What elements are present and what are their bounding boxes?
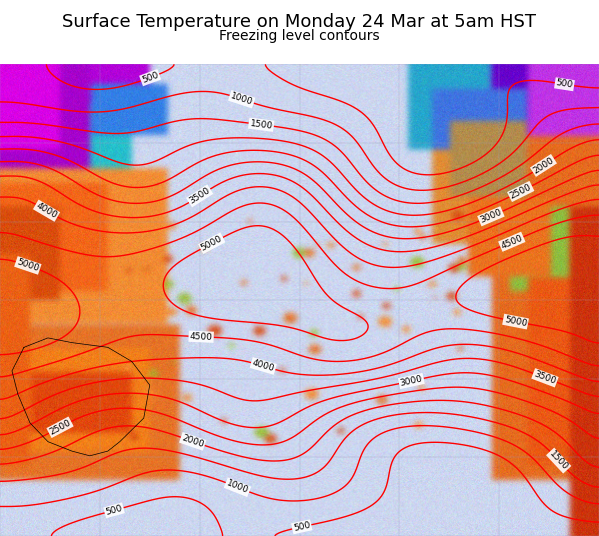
Text: 4500: 4500 [500,233,524,250]
Text: 5000: 5000 [199,234,224,252]
Text: 3500: 3500 [187,186,212,206]
Text: 2000: 2000 [531,155,555,175]
Text: 500: 500 [292,520,311,533]
Text: 3500: 3500 [533,369,557,386]
Text: 5000: 5000 [503,315,528,328]
Text: 500: 500 [105,504,123,517]
Text: 2500: 2500 [48,418,72,437]
Text: 3000: 3000 [399,374,423,388]
Text: 500: 500 [555,78,574,90]
Text: 2500: 2500 [509,182,533,200]
Text: 4000: 4000 [251,359,276,374]
Text: 500: 500 [141,70,160,85]
Text: 1500: 1500 [249,119,273,131]
Text: 4500: 4500 [189,332,213,342]
Text: 1000: 1000 [229,91,254,107]
Text: Surface Temperature on Monday 24 Mar at 5am HST: Surface Temperature on Monday 24 Mar at … [62,13,537,32]
Text: 1500: 1500 [547,449,570,472]
Text: 5000: 5000 [16,257,40,273]
Text: 1000: 1000 [225,479,250,496]
Text: 3000: 3000 [479,207,503,225]
Text: 4000: 4000 [34,201,59,220]
Text: 2000: 2000 [180,434,205,449]
Text: Freezing level contours: Freezing level contours [219,29,380,43]
